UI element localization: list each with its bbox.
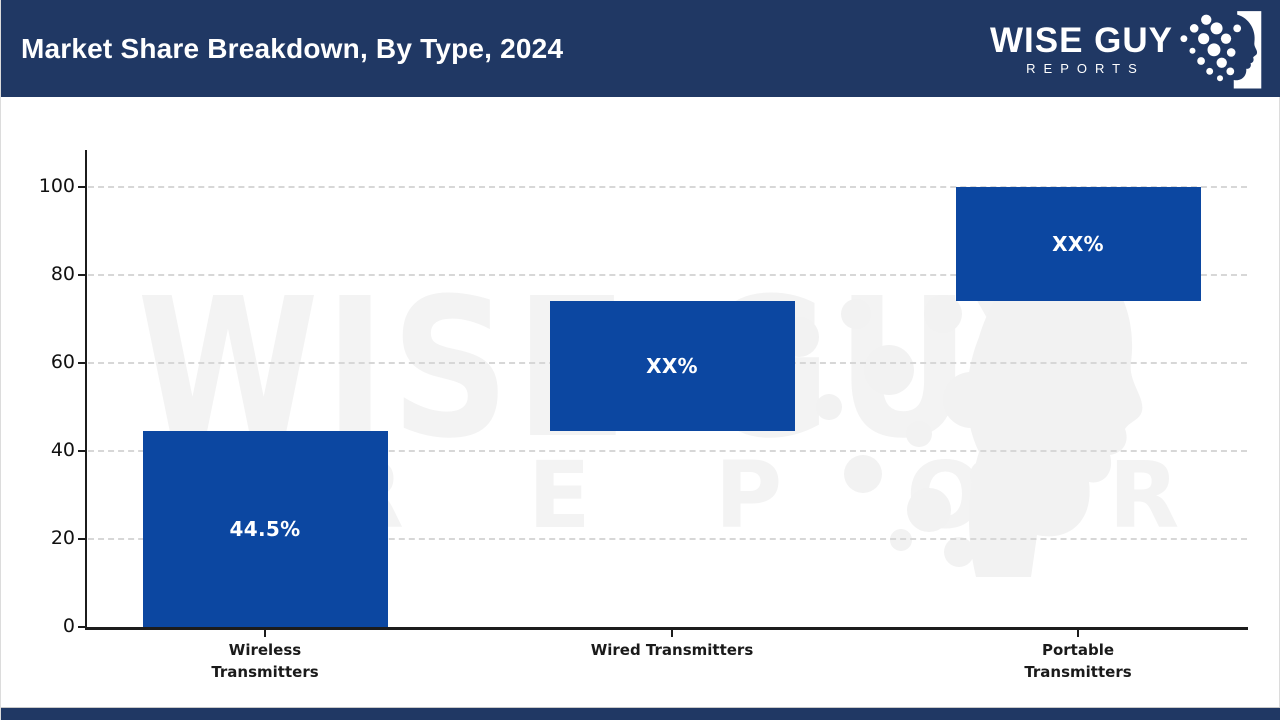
- page-title: Market Share Breakdown, By Type, 2024: [21, 32, 564, 64]
- x-axis-tick: [671, 630, 673, 637]
- logo-wordmark: WISE GUY: [989, 20, 1173, 60]
- y-axis-tick: [78, 626, 86, 628]
- bar-segment: XX%: [955, 187, 1201, 302]
- y-axis-line: [85, 150, 87, 629]
- watermark-subtitle: R E P O R T S: [333, 442, 1280, 549]
- wise-guy-reports-logo: WISE GUY REPORTS: [990, 9, 1263, 89]
- y-axis-tick: [78, 450, 86, 452]
- bar-value-label: XX%: [1052, 232, 1104, 257]
- x-axis-tick: [264, 630, 266, 637]
- logo-face-icon: [1180, 10, 1262, 89]
- watermark-face-icon: [779, 250, 1143, 577]
- bar-value-label: 44.5%: [229, 517, 301, 542]
- bar-segment: XX%: [549, 301, 795, 432]
- grid-line: [88, 186, 1247, 188]
- bar-segment: 44.5%: [142, 431, 388, 627]
- y-axis-tick: [78, 362, 86, 364]
- y-tick-label: 100: [38, 175, 75, 197]
- category-label: Wired Transmitters: [590, 641, 754, 659]
- grid-line: [88, 274, 1247, 276]
- y-tick-label: 0: [62, 615, 75, 637]
- y-tick-label: 40: [50, 439, 75, 461]
- logo-text: WISE GUY REPORTS: [990, 23, 1173, 75]
- category-label: Portable Transmitters: [1024, 641, 1132, 681]
- bar-value-label: XX%: [646, 354, 698, 379]
- y-axis-tick: [78, 538, 86, 540]
- footer-bar: [1, 707, 1280, 720]
- category-label: Wireless Transmitters: [211, 641, 319, 681]
- y-tick-label: 20: [50, 527, 75, 549]
- y-tick-label: 80: [50, 263, 75, 285]
- y-axis-tick: [78, 274, 86, 276]
- y-tick-label: 60: [50, 351, 75, 373]
- y-axis-tick: [78, 186, 86, 188]
- header-bar: Market Share Breakdown, By Type, 2024 WI…: [1, 0, 1280, 97]
- x-axis-tick: [1077, 630, 1079, 637]
- logo-subtitle: REPORTS: [1026, 60, 1145, 76]
- x-axis-line: [85, 627, 1248, 630]
- grid-line: [88, 450, 1247, 452]
- grid-line: [88, 538, 1247, 540]
